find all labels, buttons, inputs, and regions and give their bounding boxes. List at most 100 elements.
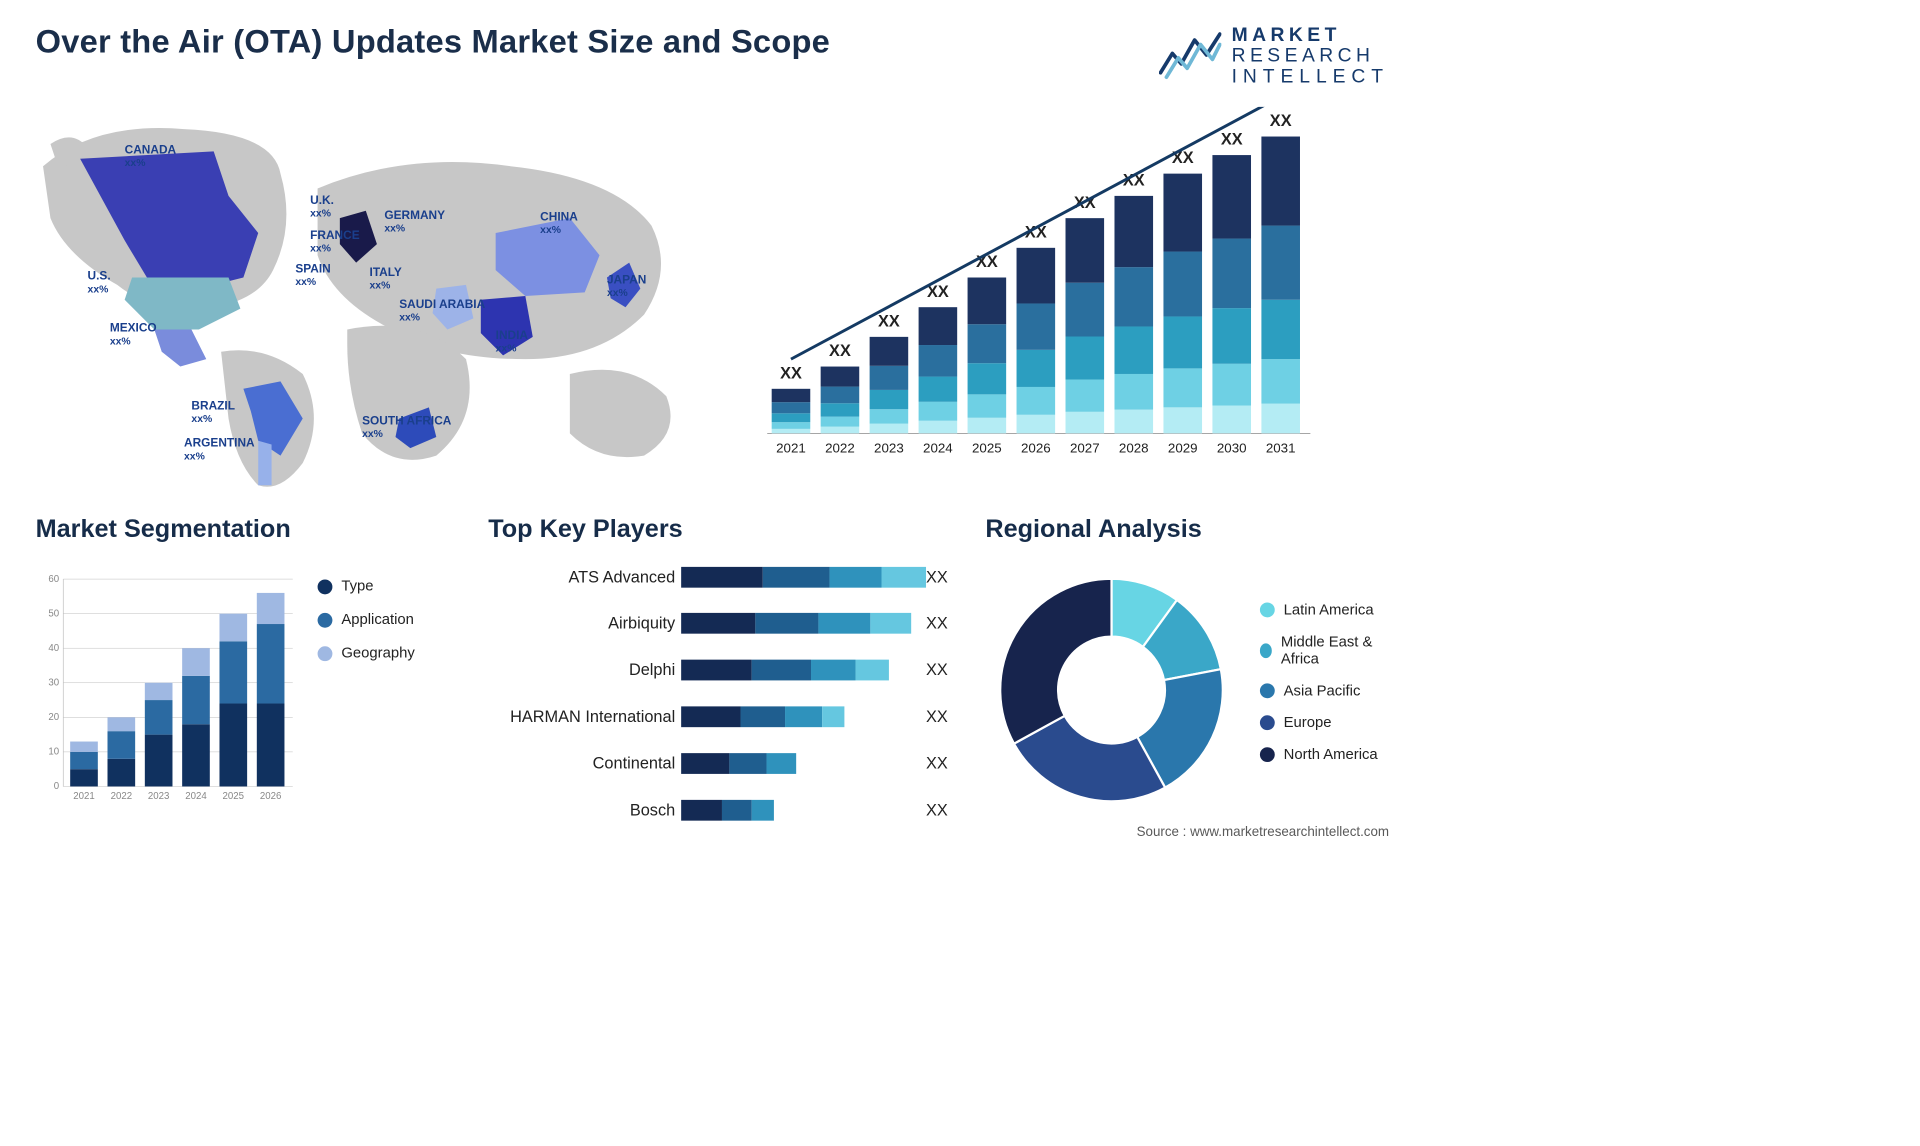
legend-dot [1260,715,1275,730]
header: Over the Air (OTA) Updates Market Size a… [36,24,1389,87]
segmentation-chart: 0102030405060202120222023202420252026 [36,553,299,827]
player-bar [681,613,926,634]
svg-text:2030: 2030 [1217,441,1247,456]
legend-dot [318,579,333,594]
svg-text:2023: 2023 [148,791,169,802]
legend-label: Type [341,578,373,595]
map-label: U.K.xx% [310,195,334,219]
legend-dot [318,646,333,661]
svg-text:XX: XX [878,313,900,331]
player-value: XX [926,661,963,680]
growth-chart: XX2021XX2022XX2023XX2024XX2025XX2026XX20… [733,107,1389,493]
legend-dot [1260,684,1275,699]
segmentation-title: Market Segmentation [36,515,452,544]
donut-legend: Latin America Middle East & Africa Asia Pa… [1260,602,1389,779]
svg-text:2028: 2028 [1119,441,1149,456]
brand-line1: MARKET [1232,24,1389,45]
svg-text:XX: XX [1221,131,1243,149]
world-map: CANADAxx% U.S.xx% MEXICOxx% BRAZILxx% ARGENT… [36,107,704,493]
legend-row: Europe [1260,714,1389,731]
map-label: FRANCExx% [310,229,359,253]
svg-text:2021: 2021 [73,791,94,802]
top-row: CANADAxx% U.S.xx% MEXICOxx% BRAZILxx% ARGENT… [36,107,1389,493]
map-label: SPAINxx% [295,263,330,287]
segmentation-legend: Type Application Geography [318,553,452,827]
svg-text:60: 60 [48,574,59,585]
legend-row: Geography [318,645,452,662]
legend-label: Asia Pacific [1284,682,1361,699]
key-players-title: Top Key Players [488,515,948,544]
legend-dot [318,613,333,628]
svg-text:2023: 2023 [874,441,904,456]
legend-row: Middle East & Africa [1260,633,1389,667]
legend-label: Latin America [1284,602,1374,619]
legend-row: Latin America [1260,602,1389,619]
legend-dot [1260,747,1275,762]
legend-dot [1260,603,1275,618]
map-label: MEXICOxx% [110,322,157,346]
legend-row: North America [1260,746,1389,763]
player-value: XX [926,707,963,726]
legend-row: Asia Pacific [1260,682,1389,699]
legend-label: Europe [1284,714,1332,731]
brand-line2: RESEARCH [1232,45,1389,66]
svg-text:2024: 2024 [923,441,953,456]
source-text: Source : www.marketresearchintellect.com [1137,824,1389,840]
svg-text:2026: 2026 [1021,441,1051,456]
map-label: CANADAxx% [125,144,176,168]
donut-chart [985,564,1237,816]
legend-row: Type [318,578,452,595]
player-bar [681,567,926,588]
player-value: XX [926,567,963,586]
svg-text:2025: 2025 [972,441,1002,456]
svg-text:2026: 2026 [260,791,281,802]
bottom-row: Market Segmentation 0 10 20 30 40 50 60 2021 202… [36,515,1389,827]
player-bar [681,800,926,821]
legend-dot [1260,643,1272,658]
player-value: XX [926,754,963,773]
svg-text:20: 20 [48,712,59,723]
svg-text:2031: 2031 [1266,441,1296,456]
key-players-panel: Top Key Players ATS AdvancedXXAirbiquity… [488,515,948,827]
map-label: ITALYxx% [370,267,402,291]
svg-text:40: 40 [48,643,59,654]
player-name: ATS Advanced [488,567,681,586]
player-bar [681,753,926,774]
player-name: HARMAN International [488,707,681,726]
svg-text:50: 50 [48,609,59,620]
page-title: Over the Air (OTA) Updates Market Size a… [36,24,830,61]
player-bar [681,660,926,681]
legend-label: Geography [341,645,414,662]
brand-line3: INTELLECT [1232,65,1389,86]
player-name: Delphi [488,661,681,680]
player-name: Continental [488,754,681,773]
segmentation-svg: 0102030405060202120222023202420252026 [36,553,299,827]
legend-row: Application [318,612,452,629]
map-label: ARGENTINAxx% [184,437,255,461]
svg-text:2025: 2025 [223,791,244,802]
player-name: Bosch [488,800,681,819]
map-label: CHINAxx% [540,211,578,235]
svg-text:XX: XX [1270,112,1292,130]
regional-panel: Regional Analysis Latin America Middle Ea… [985,515,1389,827]
segmentation-panel: Market Segmentation 0 10 20 30 40 50 60 2021 202… [36,515,452,827]
legend-label: North America [1284,746,1378,763]
svg-text:2027: 2027 [1070,441,1100,456]
svg-text:XX: XX [829,342,851,360]
svg-text:2029: 2029 [1168,441,1198,456]
map-label: GERMANYxx% [384,209,445,233]
map-label: SAUDI ARABIAxx% [399,298,485,322]
legend-label: Application [341,612,414,629]
svg-text:30: 30 [48,678,59,689]
player-value: XX [926,800,963,819]
map-label: U.S.xx% [88,270,111,294]
svg-text:10: 10 [48,747,59,758]
regional-title: Regional Analysis [985,515,1389,544]
svg-text:XX: XX [780,365,802,383]
map-label: BRAZILxx% [191,400,235,424]
svg-text:0: 0 [54,781,59,792]
svg-text:2022: 2022 [111,791,132,802]
map-label: INDIAxx% [496,330,528,354]
legend-label: Middle East & Africa [1281,633,1389,667]
map-label: SOUTH AFRICAxx% [362,415,451,439]
